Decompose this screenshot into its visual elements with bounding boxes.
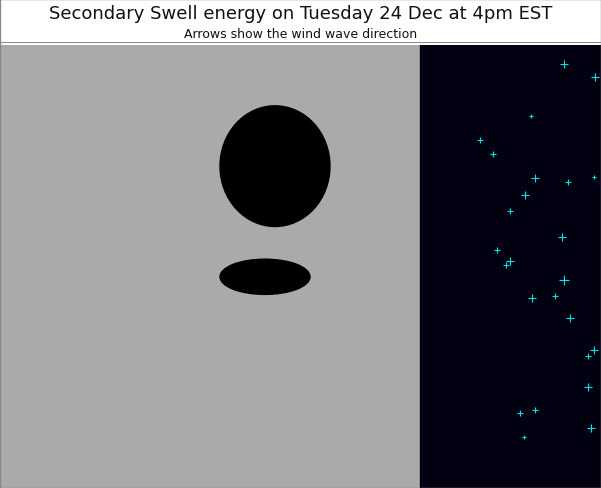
Ellipse shape (220, 260, 310, 295)
Bar (420, 46, 601, 488)
Text: Secondary Swell energy on Tuesday 24 Dec at 4pm EST: Secondary Swell energy on Tuesday 24 Dec… (49, 5, 552, 23)
Text: Arrows show the wind wave direction: Arrows show the wind wave direction (184, 28, 417, 41)
Bar (0, 46, 480, 488)
Ellipse shape (220, 106, 330, 227)
